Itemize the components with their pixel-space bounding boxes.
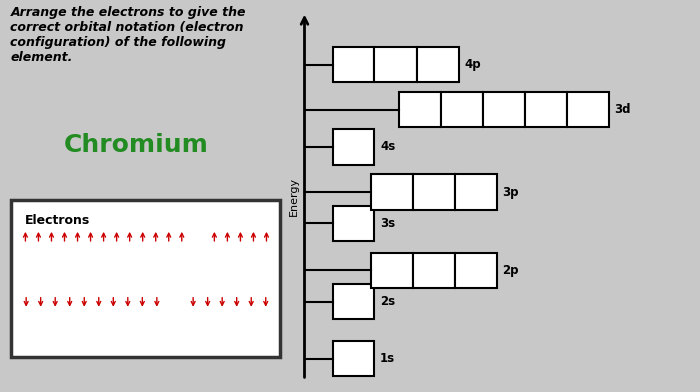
Bar <box>332 341 375 376</box>
Text: 4p: 4p <box>464 58 481 71</box>
Bar <box>567 92 609 127</box>
Text: 3p: 3p <box>503 185 519 199</box>
Bar <box>332 284 375 319</box>
Bar <box>332 206 375 241</box>
Bar <box>483 92 525 127</box>
Text: Chromium: Chromium <box>64 133 209 157</box>
Bar <box>10 200 280 357</box>
Text: 3d: 3d <box>615 103 631 116</box>
Bar <box>332 129 375 165</box>
Bar <box>371 253 413 288</box>
Bar <box>399 92 441 127</box>
Text: 2p: 2p <box>503 264 519 277</box>
Bar <box>416 47 459 82</box>
Bar <box>455 174 497 210</box>
Text: 3s: 3s <box>380 217 395 230</box>
Text: 2s: 2s <box>380 295 395 309</box>
Bar <box>413 253 455 288</box>
Text: Energy: Energy <box>289 176 299 216</box>
Bar <box>374 47 416 82</box>
Bar <box>455 253 497 288</box>
Bar <box>525 92 567 127</box>
Bar <box>371 174 413 210</box>
Bar <box>441 92 483 127</box>
Text: 1s: 1s <box>380 352 395 365</box>
Bar <box>413 174 455 210</box>
Text: Arrange the electrons to give the
correct orbital notation (electron
configurati: Arrange the electrons to give the correc… <box>10 6 246 64</box>
Text: Electrons: Electrons <box>25 214 90 227</box>
Bar <box>332 47 375 82</box>
Text: 4s: 4s <box>380 140 395 154</box>
